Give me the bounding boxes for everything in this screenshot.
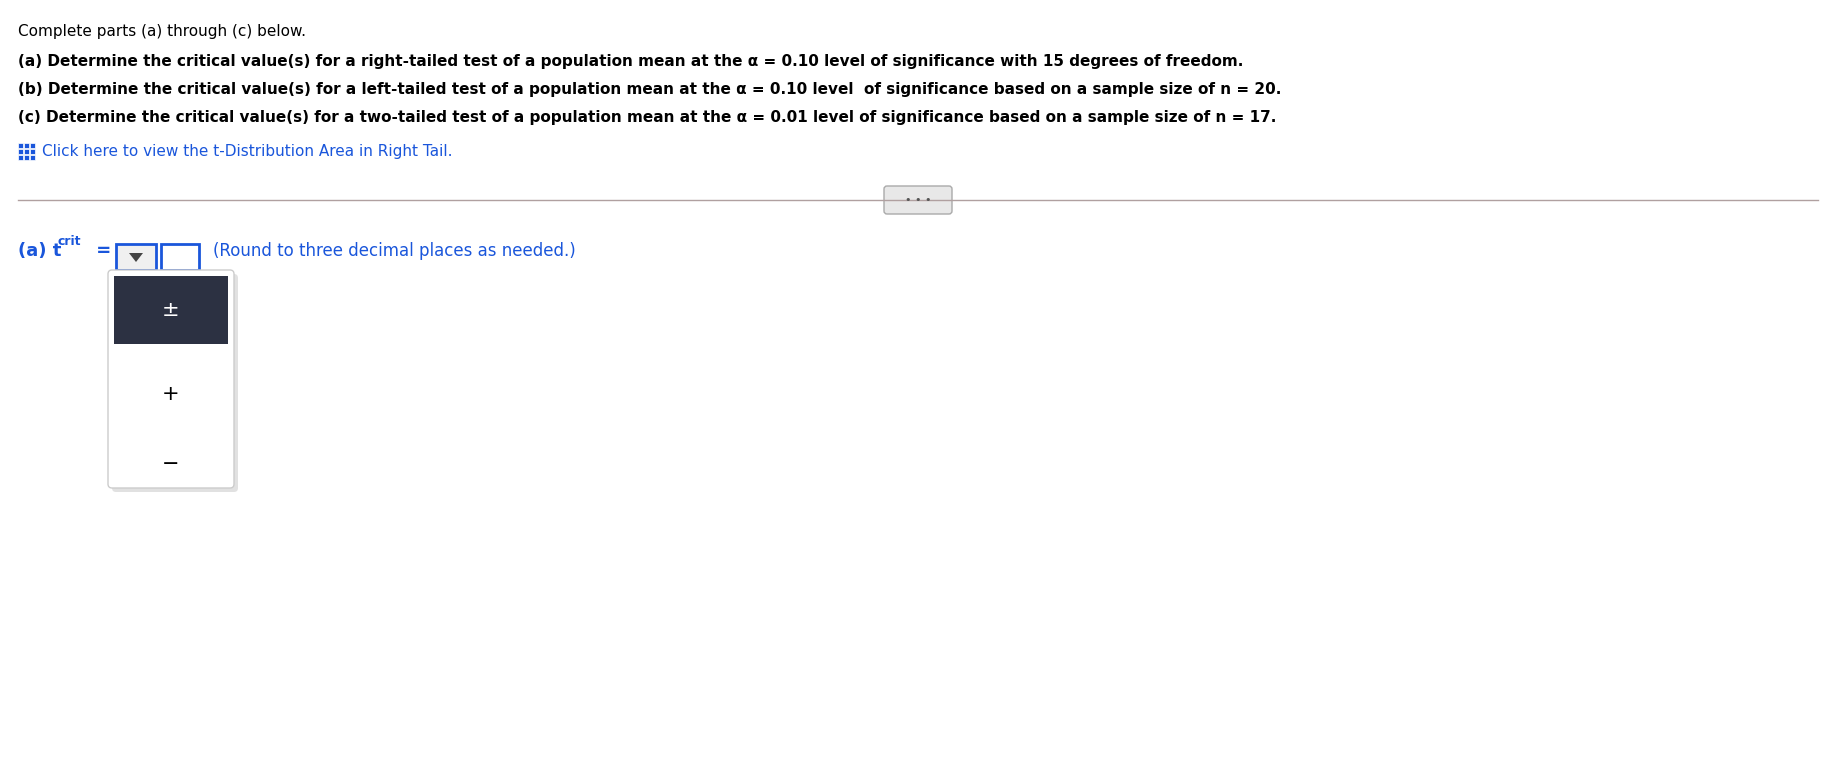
FancyBboxPatch shape <box>112 274 239 492</box>
Text: (a) Determine the critical value(s) for a right-tailed test of a population mean: (a) Determine the critical value(s) for … <box>18 54 1243 69</box>
Bar <box>24 155 29 160</box>
Text: ±: ± <box>162 300 180 320</box>
Text: Complete parts (a) through (c) below.: Complete parts (a) through (c) below. <box>18 24 307 39</box>
FancyBboxPatch shape <box>116 244 156 270</box>
Bar <box>18 143 24 148</box>
Text: =: = <box>90 242 112 260</box>
Bar <box>24 149 29 154</box>
Text: crit: crit <box>59 235 81 248</box>
Text: (a) t: (a) t <box>18 242 61 260</box>
Text: (c) Determine the critical value(s) for a two-tailed test of a population mean a: (c) Determine the critical value(s) for … <box>18 110 1276 125</box>
Bar <box>29 149 35 154</box>
Text: −: − <box>162 454 180 474</box>
Bar <box>18 155 24 160</box>
Text: (Round to three decimal places as needed.): (Round to three decimal places as needed… <box>213 242 577 260</box>
Bar <box>18 149 24 154</box>
Bar <box>24 143 29 148</box>
FancyBboxPatch shape <box>162 244 198 270</box>
FancyBboxPatch shape <box>883 186 953 214</box>
Text: +: + <box>162 384 180 404</box>
FancyBboxPatch shape <box>108 270 233 488</box>
Text: (b) Determine the critical value(s) for a left-tailed test of a population mean : (b) Determine the critical value(s) for … <box>18 82 1282 97</box>
Bar <box>29 155 35 160</box>
FancyBboxPatch shape <box>114 276 228 344</box>
Text: • • •: • • • <box>905 195 931 205</box>
Polygon shape <box>129 253 143 262</box>
Text: Click here to view the t-Distribution Area in Right Tail.: Click here to view the t-Distribution Ar… <box>42 144 452 159</box>
Bar <box>29 143 35 148</box>
